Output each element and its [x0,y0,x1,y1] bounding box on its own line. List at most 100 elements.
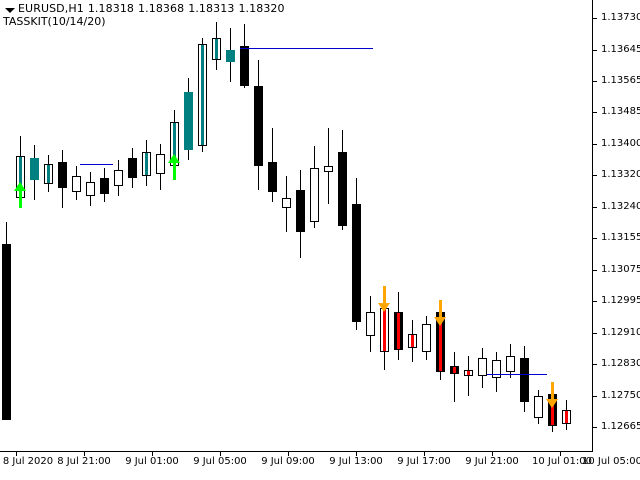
candle-body [86,182,95,196]
candle-body [114,170,123,186]
candle-body [58,162,67,188]
time-axis-line [0,451,593,452]
time-axis-label: 9 Jul 21:00 [465,456,519,467]
price-axis-label: 1.13320 [601,169,640,180]
sell-arrow-stem [439,300,442,318]
candle-wick [468,356,469,396]
price-tick-mark [593,50,597,51]
triangle-down-icon[interactable] [5,8,15,13]
time-tick-mark [492,452,493,456]
candle-body [422,324,431,352]
buy-arrow-stem [173,162,176,180]
chart-plot-area[interactable] [0,0,592,451]
candle-body [366,312,375,336]
time-tick-mark [16,452,17,456]
sell-signal-arrow [378,286,391,312]
candle-teal-marker [145,153,148,175]
price-tick-mark [593,333,597,334]
price-axis-label: 1.13155 [601,232,640,243]
indicator-level-line [80,164,113,165]
candle-red-marker [439,313,442,371]
price-tick-mark [593,81,597,82]
time-axis-label: 10 Jul 01:00 [532,456,592,467]
candle-body [184,92,193,150]
buy-arrow-head [14,182,26,191]
candle-red-marker [551,395,554,425]
candle-body [2,244,11,420]
price-tick-mark [593,175,597,176]
price-axis-label: 1.13645 [601,44,640,55]
candle-body [478,358,487,376]
price-axis-label: 1.13730 [601,12,640,23]
sell-arrow-head [546,399,558,408]
time-axis-label: 9 Jul 09:00 [261,456,315,467]
time-axis-label: 9 Jul 17:00 [397,456,451,467]
price-tick-mark [593,364,597,365]
sell-signal-arrow [434,300,447,326]
candle-teal-marker [47,165,50,183]
candle-body [156,154,165,174]
price-tick-mark [593,18,597,19]
candle-teal-marker [201,45,204,145]
candle-body [296,190,305,232]
candle-body [268,162,277,192]
sell-arrow-stem [383,286,386,304]
quote-open: 1.18318 [87,2,135,15]
time-axis-label: 8 Jul 21:00 [57,456,111,467]
price-axis-label: 1.12750 [601,390,640,401]
price-tick-mark [593,270,597,271]
candle-body [240,46,249,86]
time-tick-mark [288,452,289,456]
price-axis-line [592,0,593,451]
candle-body [30,158,39,180]
sell-arrow-head [378,303,390,312]
candle-red-marker [383,309,386,351]
sell-arrow-head [434,317,446,326]
time-axis-label: 9 Jul 05:00 [193,456,247,467]
price-tick-mark [593,207,597,208]
price-tick-mark [593,301,597,302]
candle-body [310,168,319,222]
candle-red-marker [411,335,414,347]
chart-header: EURUSD,H1 1.18318 1.18368 1.18313 1.18320 TA… [0,0,640,30]
candle-teal-marker [215,39,218,59]
price-axis-label: 1.12995 [601,295,640,306]
candle-body [282,198,291,208]
price-tick-mark [593,112,597,113]
price-tick-mark [593,238,597,239]
time-tick-mark [356,452,357,456]
candle-red-marker [453,367,456,373]
buy-arrow-head [168,154,180,163]
candle-body [534,396,543,418]
indicator-level-line [240,48,373,49]
candle-body [492,360,501,378]
quote-close: 1.18320 [238,2,285,15]
time-tick-mark [152,452,153,456]
candle-body [352,204,361,322]
candle-teal-marker [19,157,22,197]
candle-body [506,356,515,372]
candle-body [520,358,529,402]
indicator-level-line [487,374,547,375]
price-axis-label: 1.13400 [601,138,640,149]
candle-body [72,176,81,192]
price-axis-label: 1.12910 [601,327,640,338]
candle-teal-marker [173,123,176,165]
sell-arrow-stem [551,382,554,400]
sell-signal-arrow [546,382,559,408]
buy-arrow-stem [19,190,22,208]
time-tick-mark [424,452,425,456]
price-axis-label: 1.13240 [601,201,640,212]
price-axis-label: 1.13485 [601,106,640,117]
price-tick-mark [593,396,597,397]
candle-body [338,152,347,226]
price-tick-mark [593,427,597,428]
quote-high: 1.18368 [138,2,185,15]
candle-body [324,166,333,172]
time-axis-label: 9 Jul 13:00 [329,456,383,467]
candle-wick [454,352,455,402]
candle-body [100,178,109,194]
candle-red-marker [565,411,568,423]
price-axis-label: 1.13075 [601,264,640,275]
